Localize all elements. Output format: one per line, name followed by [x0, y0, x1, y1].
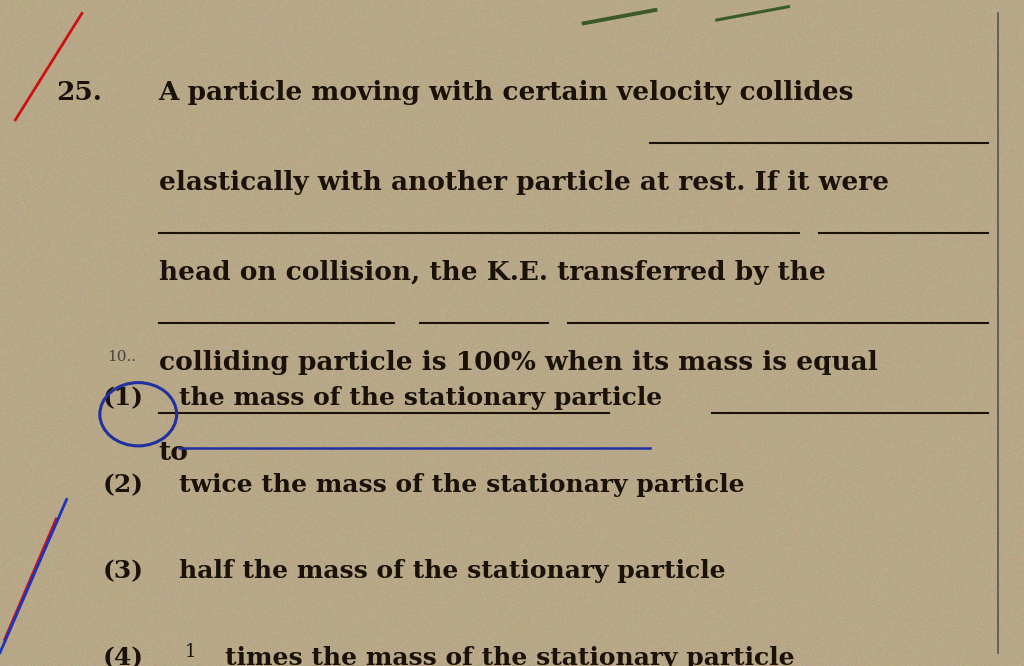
- Text: elastically with another particle at rest. If it were: elastically with another particle at res…: [159, 170, 889, 195]
- Text: the mass of the stationary particle: the mass of the stationary particle: [179, 386, 663, 410]
- Text: to: to: [159, 440, 188, 465]
- Text: 1: 1: [184, 643, 196, 661]
- Text: (1): (1): [102, 386, 143, 410]
- Text: half the mass of the stationary particle: half the mass of the stationary particle: [179, 559, 726, 583]
- Text: (4): (4): [102, 646, 143, 666]
- Text: twice the mass of the stationary particle: twice the mass of the stationary particl…: [179, 473, 744, 497]
- Text: (3): (3): [102, 559, 143, 583]
- Text: head on collision, the K.E. transferred by the: head on collision, the K.E. transferred …: [159, 260, 825, 285]
- Text: colliding particle is 100% when its mass is equal: colliding particle is 100% when its mass…: [159, 350, 878, 375]
- Text: A particle moving with certain velocity collides: A particle moving with certain velocity …: [159, 80, 854, 105]
- Text: (2): (2): [102, 473, 143, 497]
- Text: 10..: 10..: [108, 350, 136, 364]
- Text: times the mass of the stationary particle: times the mass of the stationary particl…: [225, 646, 795, 666]
- Text: 25.: 25.: [56, 80, 102, 105]
